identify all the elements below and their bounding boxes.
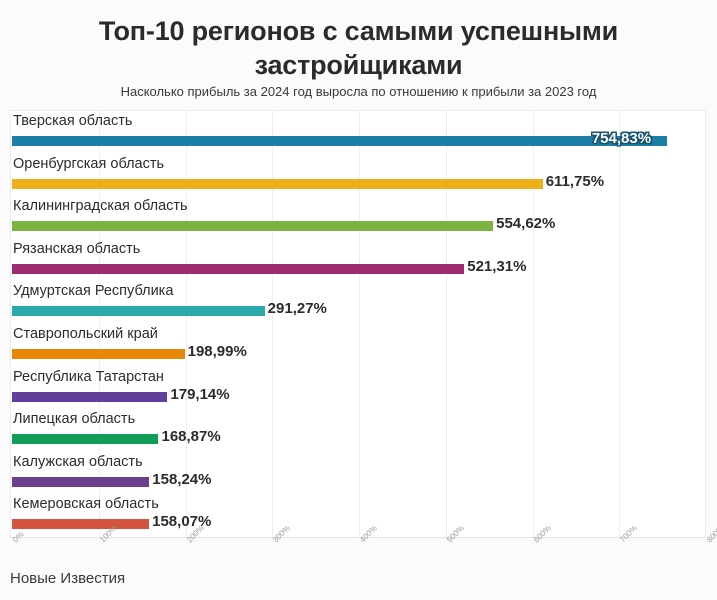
bar[interactable]	[12, 136, 667, 146]
bar[interactable]	[12, 178, 543, 189]
value-label: 554,62%	[496, 215, 556, 233]
category-label: Рязанская область	[13, 240, 141, 257]
bar-row[interactable]: Оренбургская область 611,75%	[11, 154, 705, 197]
chart-subtitle: Насколько прибыль за 2024 год выросла по…	[120, 84, 597, 99]
bar-row[interactable]: Калужская область 158,24%	[11, 452, 705, 495]
bar[interactable]	[12, 306, 265, 317]
gridline	[272, 111, 274, 537]
bar[interactable]	[12, 349, 185, 359]
bar[interactable]	[12, 476, 150, 487]
gridline	[359, 111, 360, 537]
bar-row[interactable]: Республика Татарстан 179,14%	[11, 367, 705, 410]
gridline	[98, 111, 100, 537]
value-label: 179,14%	[170, 385, 230, 403]
value-label: 158,24%	[152, 470, 212, 488]
bar-row[interactable]: Удмуртская Республика 291,27%	[11, 281, 705, 324]
bar-row[interactable]: Липецкая область 168,87%	[11, 409, 705, 452]
bar[interactable]	[12, 263, 465, 274]
value-label: 198,99%	[187, 343, 247, 360]
category-label: Калужская область	[13, 453, 143, 470]
value-label: 158,07%	[152, 513, 212, 531]
chart-header: Топ-10 регионов с самыми успешными застр…	[0, 0, 717, 110]
category-label: Тверская область	[13, 113, 133, 129]
gridline	[445, 111, 447, 537]
value-label: 611,75%	[545, 172, 605, 190]
value-label: 291,27%	[267, 300, 327, 318]
x-tick-label: 800%	[705, 523, 717, 545]
category-label: Республика Татарстан	[13, 368, 164, 385]
category-label: Липецкая область	[13, 411, 136, 428]
gridline	[532, 111, 534, 537]
value-label: 521,31%	[467, 257, 527, 275]
bar-row[interactable]: Калининградская область 554,62%	[11, 196, 705, 239]
value-label: 754,83%	[591, 130, 652, 147]
bar-row[interactable]: Рязанская область 521,31%	[11, 239, 705, 282]
source-label: Новые Известия	[10, 570, 126, 587]
category-label: Кемеровская область	[13, 496, 159, 513]
gridline	[185, 111, 187, 537]
category-label: Калининградская область	[13, 198, 188, 215]
bar-row[interactable]: Тверская область 754,83%	[11, 111, 705, 154]
bar[interactable]	[12, 434, 159, 445]
plot-area: Тверская область 754,83% Оренбургская обла…	[10, 110, 706, 538]
chart-footer: Новые Известия	[0, 562, 717, 600]
bar-row[interactable]: Кемеровская область 158,07%	[11, 494, 705, 537]
bar[interactable]	[12, 519, 150, 530]
category-label: Оренбургская область	[13, 155, 165, 172]
value-label: 168,87%	[161, 428, 221, 446]
category-label: Удмуртская Республика	[13, 283, 174, 300]
bar-row[interactable]: Ставропольский край 198,99%	[11, 324, 705, 367]
gridline	[619, 111, 621, 537]
x-axis: 0% 100% 200% 300% 400% 500% 600% 700% 800%	[10, 524, 717, 562]
page-title: Топ-10 регионов с самыми успешными застр…	[98, 16, 619, 80]
bar[interactable]	[12, 221, 494, 232]
bar[interactable]	[12, 391, 168, 402]
category-label: Ставропольский край	[13, 326, 158, 342]
